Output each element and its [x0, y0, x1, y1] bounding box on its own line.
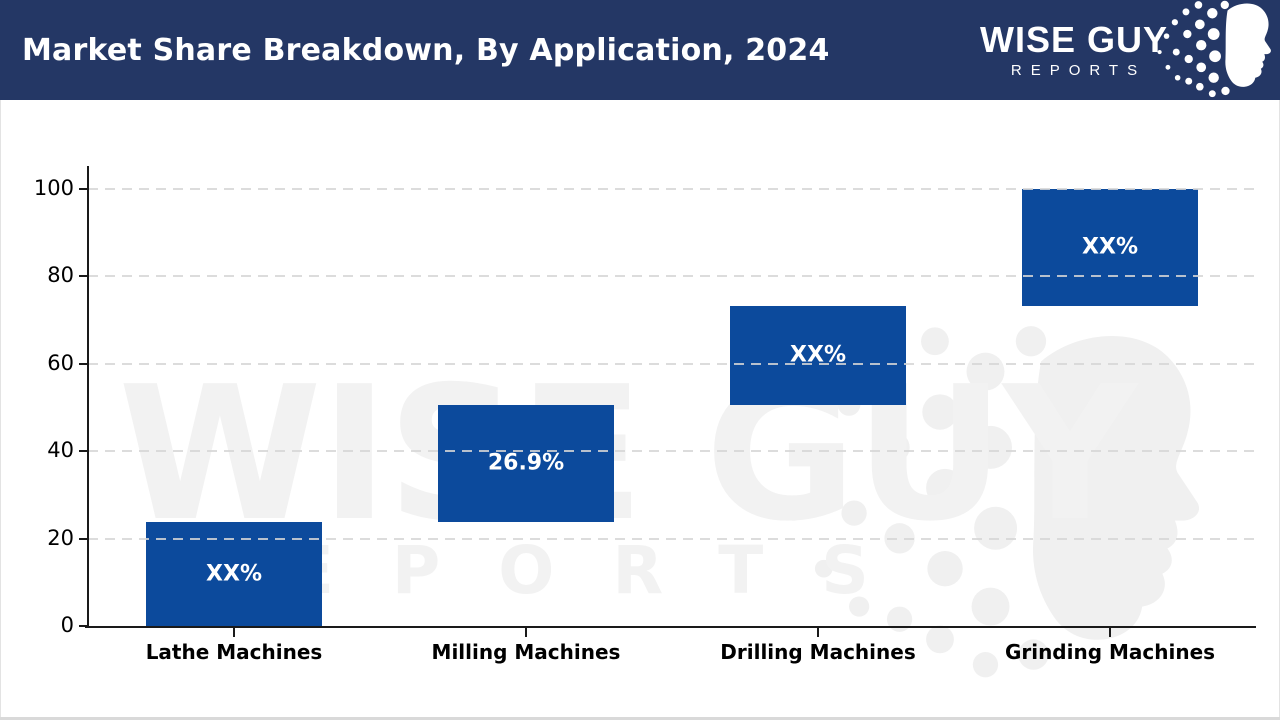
- x-tick: [817, 628, 819, 637]
- x-axis-line: [85, 626, 1256, 628]
- x-category-label: Drilling Machines: [720, 640, 916, 664]
- chart-area: WISE GUY REPORTS 0 20 40 60 80 100 XX% 26.9% XX%…: [0, 100, 1280, 720]
- y-tick: [79, 275, 88, 277]
- bar: [730, 305, 906, 405]
- y-tick-label: 80: [47, 263, 74, 287]
- y-tick-label: 20: [47, 525, 74, 550]
- frame-edge-left: [0, 100, 1, 720]
- watermark-face-icon: [785, 326, 1200, 678]
- watermark-text: WISE GUY: [118, 346, 1137, 562]
- bar-value-label: XX%: [790, 342, 846, 368]
- dot-face-icon: [1157, 0, 1271, 98]
- frame-edge-bottom: [0, 717, 1280, 720]
- x-category-label: Lathe Machines: [145, 640, 323, 664]
- gridline: [88, 187, 1256, 190]
- gridline: [88, 450, 1256, 452]
- x-tick: [1109, 628, 1111, 637]
- brand-subtitle: REPORTS: [1010, 61, 1147, 79]
- bar-value-label: XX%: [206, 561, 262, 587]
- y-tick: [79, 187, 88, 190]
- bar: [146, 522, 322, 626]
- x-tick: [525, 628, 527, 637]
- y-tick: [79, 362, 88, 365]
- bar: [1022, 188, 1198, 306]
- x-tick: [233, 628, 235, 637]
- brand-text: WISE GUY REPORTS: [979, 18, 1168, 79]
- x-category-label: Grinding Machines: [1004, 640, 1216, 664]
- y-tick-label: 40: [47, 438, 74, 462]
- y-tick: [79, 625, 88, 627]
- y-axis-line: [87, 166, 89, 628]
- bar: [438, 404, 614, 523]
- gridline: [88, 362, 1256, 365]
- bar-value-label: 26.9%: [487, 450, 565, 476]
- y-tick: [79, 450, 88, 452]
- y-tick: [79, 537, 88, 540]
- x-category-label: Milling Machines: [431, 640, 621, 664]
- gridline: [88, 275, 1256, 277]
- bar-value-label: XX%: [1082, 234, 1138, 260]
- brand-logo: WISE GUY REPORTS: [980, 0, 1272, 102]
- page-title: Market Share Breakdown, By Application, …: [22, 32, 830, 68]
- y-tick-label: 0: [60, 613, 74, 637]
- y-tick-label: 100: [33, 175, 74, 200]
- header-bar: Market Share Breakdown, By Application, …: [0, 0, 1280, 100]
- brand-name: WISE GUY: [979, 18, 1168, 60]
- y-tick-label: 60: [47, 350, 74, 375]
- gridline: [88, 537, 1256, 540]
